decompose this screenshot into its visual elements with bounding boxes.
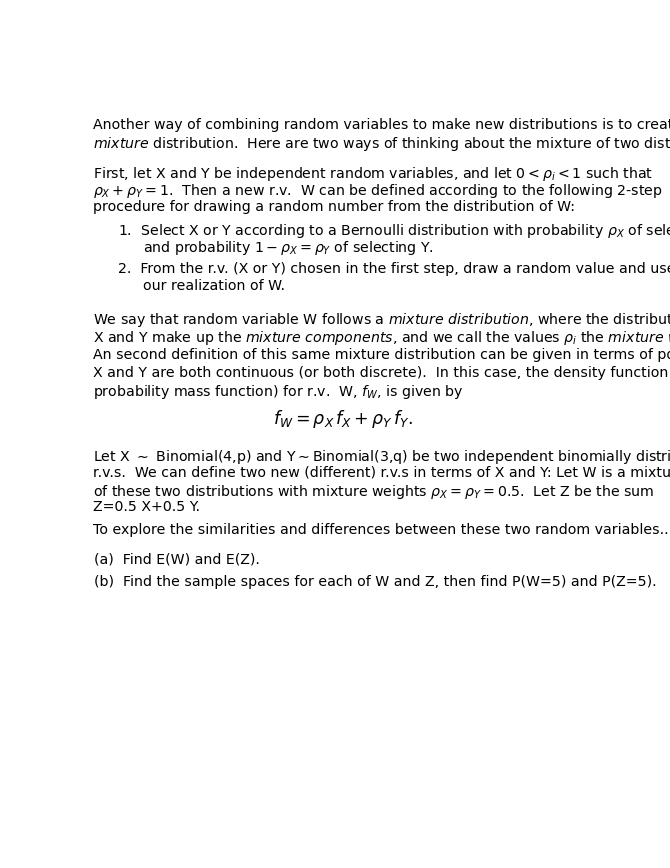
- Text: To explore the similarities and differences between these two random variables..: To explore the similarities and differen…: [93, 523, 670, 536]
- Text: Z=0.5 X+0.5 Y.: Z=0.5 X+0.5 Y.: [93, 500, 200, 515]
- Text: An second definition of this same mixture distribution can be given in terms of : An second definition of this same mixtur…: [93, 348, 670, 362]
- Text: r.v.s.  We can define two new (different) r.v.s in terms of X and Y: Let W is a : r.v.s. We can define two new (different)…: [93, 465, 670, 479]
- Text: (b)  Find the sample spaces for each of W and Z, then find P(W=5) and P(Z=5).: (b) Find the sample spaces for each of W…: [94, 575, 657, 589]
- Text: our realization of W.: our realization of W.: [143, 279, 285, 293]
- Text: procedure for drawing a random number from the distribution of W:: procedure for drawing a random number fr…: [93, 200, 575, 214]
- Text: of these two distributions with mixture weights $\rho_X = \rho_Y = 0.5$.  Let Z : of these two distributions with mixture …: [93, 483, 655, 501]
- Text: $\rho_X + \rho_Y = 1$.  Then a new r.v.  W can be defined according to the follo: $\rho_X + \rho_Y = 1$. Then a new r.v. W…: [93, 182, 663, 201]
- Text: $f_W = \rho_X\, f_X + \rho_Y\, f_Y.$: $f_W = \rho_X\, f_X + \rho_Y\, f_Y.$: [273, 408, 413, 430]
- Text: X and Y make up the $\mathit{mixture\ components}$, and we call the values $\rho: X and Y make up the $\mathit{mixture\ co…: [93, 329, 670, 346]
- Text: We say that random variable W follows a $\mathit{mixture\ distribution}$, where : We say that random variable W follows a …: [93, 312, 670, 329]
- Text: 1.  Select X or Y according to a Bernoulli distribution with probability $\rho_X: 1. Select X or Y according to a Bernoull…: [117, 222, 670, 240]
- Text: Let X $\sim$ Binomial(4,p) and Y$\sim$Binomial(3,q) be two independent binomiall: Let X $\sim$ Binomial(4,p) and Y$\sim$Bi…: [93, 448, 670, 466]
- Text: and probability $1 - \rho_X = \rho_Y$ of selecting Y.: and probability $1 - \rho_X = \rho_Y$ of…: [143, 240, 434, 258]
- Text: First, let X and Y be independent random variables, and let $0 < \rho_i < 1$ suc: First, let X and Y be independent random…: [93, 165, 653, 182]
- Text: $\mathit{mixture}$ distribution.  Here are two ways of thinking about the mixtur: $\mathit{mixture}$ distribution. Here ar…: [93, 135, 670, 153]
- Text: 2.  From the r.v. (X or Y) chosen in the first step, draw a random value and use: 2. From the r.v. (X or Y) chosen in the …: [117, 262, 670, 276]
- Text: Another way of combining random variables to make new distributions is to create: Another way of combining random variable…: [93, 117, 670, 132]
- Text: (a)  Find E(W) and E(Z).: (a) Find E(W) and E(Z).: [94, 552, 260, 566]
- Text: probability mass function) for r.v.  W, $f_W$, is given by: probability mass function) for r.v. W, $…: [93, 383, 464, 401]
- Text: X and Y are both continuous (or both discrete).  In this case, the density funct: X and Y are both continuous (or both dis…: [93, 365, 670, 379]
